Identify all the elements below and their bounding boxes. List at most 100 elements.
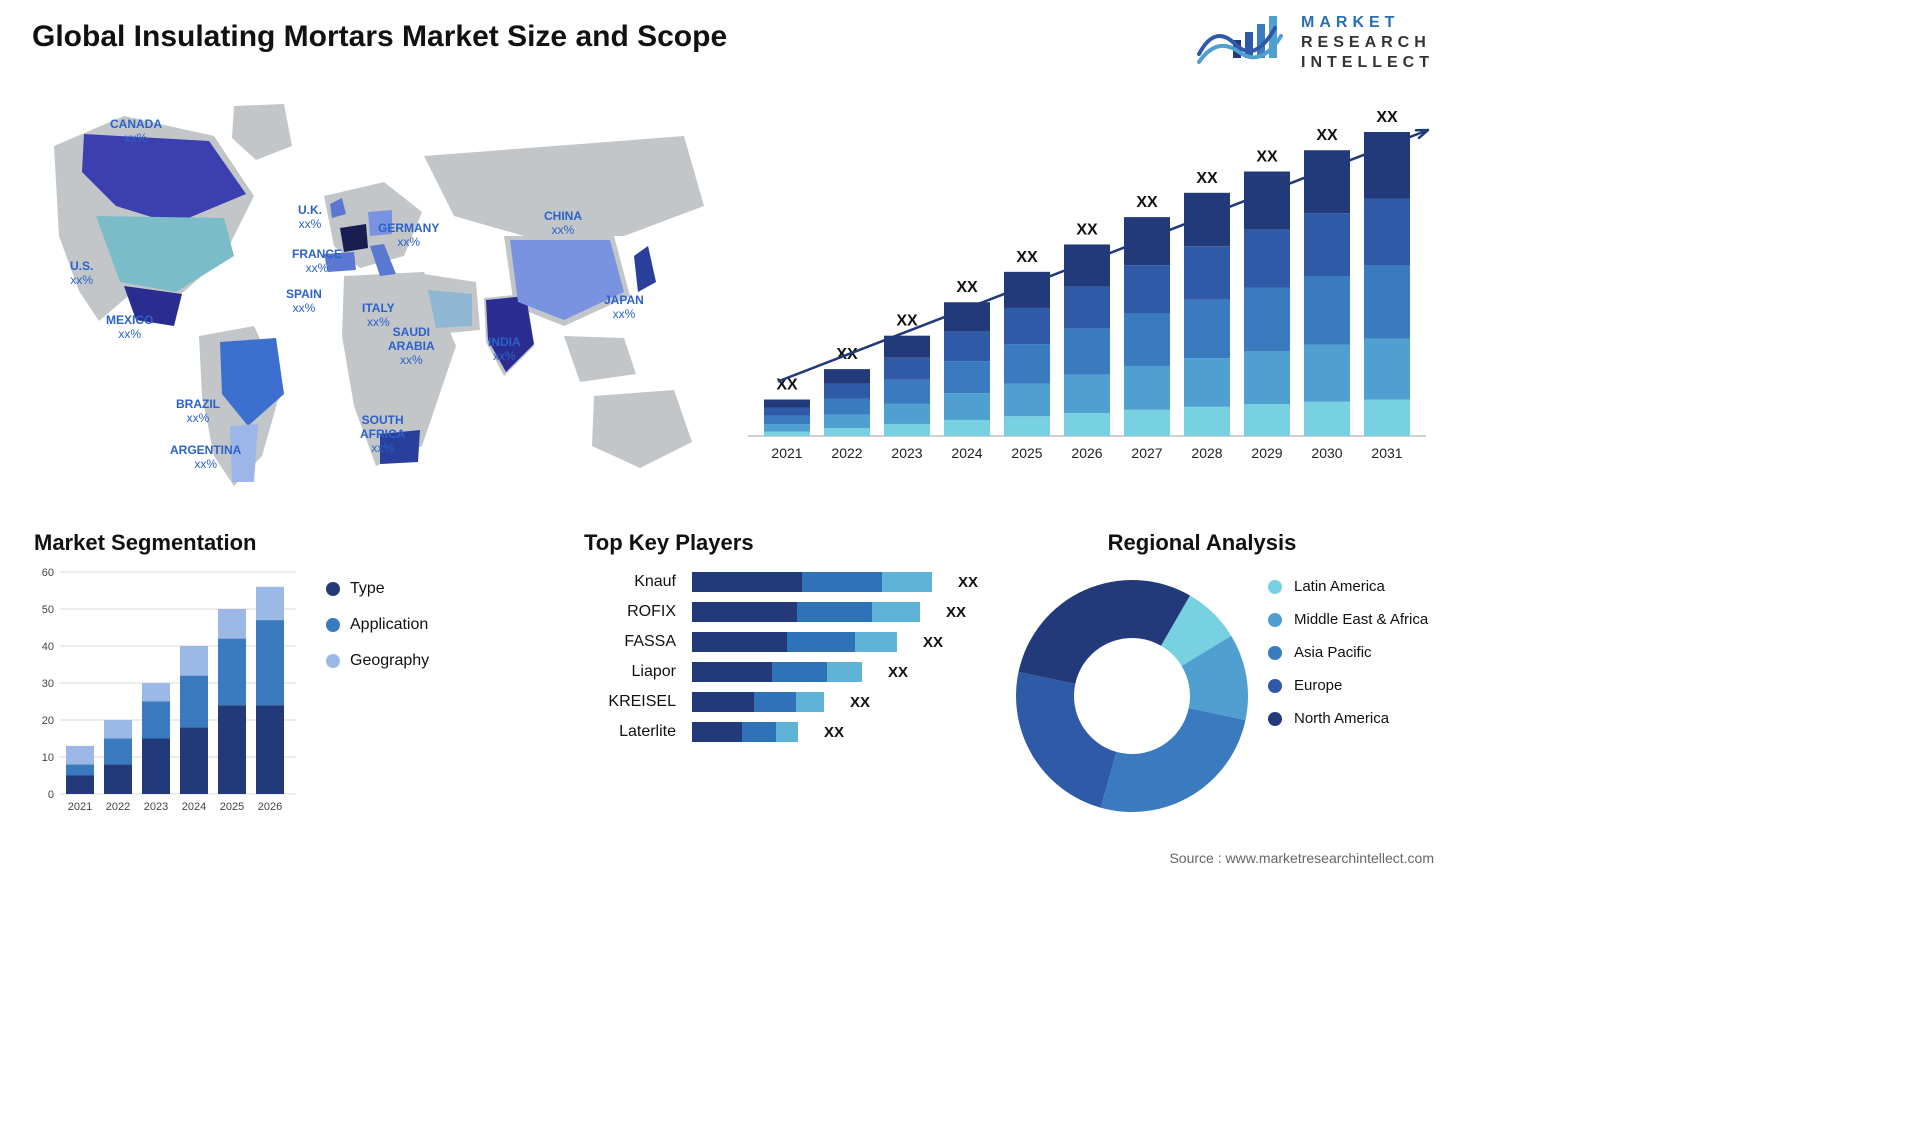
brand-logo: MARKET RESEARCH INTELLECT <box>1197 14 1434 72</box>
player-bar-segment <box>776 722 798 742</box>
map-label-mexico: MEXICOxx% <box>106 314 153 342</box>
player-bar <box>692 662 862 682</box>
svg-text:XX: XX <box>1076 221 1098 238</box>
player-label: ROFIX <box>584 603 676 621</box>
player-value: XX <box>958 574 978 591</box>
map-label-us: U.S.xx% <box>70 260 93 288</box>
map-label-uk: U.K.xx% <box>298 204 322 232</box>
player-row: LaterliteXX <box>584 722 994 742</box>
legend-label: Asia Pacific <box>1294 644 1372 661</box>
segmentation-chart: 0102030405060202120222023202420252026 Ty… <box>26 566 396 822</box>
player-bar-segment <box>692 602 797 622</box>
legend-label: Application <box>350 616 428 634</box>
player-value: XX <box>946 604 966 621</box>
player-row: KREISEL XX <box>584 692 994 712</box>
svg-text:30: 30 <box>42 678 54 690</box>
player-value: XX <box>888 664 908 681</box>
player-bar-segment <box>692 662 772 682</box>
svg-text:2024: 2024 <box>951 445 982 461</box>
seg-legend-item: Application <box>326 616 429 634</box>
player-bar-segment <box>692 632 787 652</box>
svg-text:50: 50 <box>42 604 54 616</box>
legend-label: Type <box>350 580 385 598</box>
player-bar-segment <box>872 602 920 622</box>
region-legend-item: Middle East & Africa <box>1268 611 1428 628</box>
svg-text:2023: 2023 <box>144 801 168 813</box>
svg-text:20: 20 <box>42 715 54 727</box>
player-value: XX <box>850 694 870 711</box>
map-label-china: CHINAxx% <box>544 210 582 238</box>
seg-legend-item: Type <box>326 580 429 598</box>
svg-text:2030: 2030 <box>1311 445 1342 461</box>
players-heading: Top Key Players <box>584 530 754 556</box>
regional-donut <box>1002 566 1262 826</box>
player-label: KREISEL <box>584 693 676 711</box>
player-label: Laterlite <box>584 723 676 741</box>
player-label: Liapor <box>584 663 676 681</box>
svg-text:2027: 2027 <box>1131 445 1162 461</box>
player-bar-segment <box>692 722 742 742</box>
legend-swatch-icon <box>1268 679 1282 693</box>
player-bar <box>692 602 920 622</box>
svg-text:2025: 2025 <box>1011 445 1042 461</box>
player-bar-segment <box>692 692 754 712</box>
svg-text:XX: XX <box>1316 127 1338 144</box>
legend-swatch-icon <box>1268 580 1282 594</box>
world-map: CANADAxx% U.S.xx% MEXICOxx% BRAZILxx% ARGENT… <box>24 86 728 504</box>
logo-text: MARKET RESEARCH INTELLECT <box>1301 14 1434 72</box>
svg-text:2026: 2026 <box>258 801 282 813</box>
player-row: FASSAXX <box>584 632 994 652</box>
svg-text:2025: 2025 <box>220 801 244 813</box>
player-label: FASSA <box>584 633 676 651</box>
map-label-canada: CANADAxx% <box>110 118 162 146</box>
logo-line-3: INTELLECT <box>1301 54 1434 72</box>
legend-label: Middle East & Africa <box>1294 611 1428 628</box>
player-row: Knauf XX <box>584 572 994 592</box>
legend-swatch-icon <box>1268 646 1282 660</box>
svg-text:XX: XX <box>1376 109 1398 126</box>
player-bar <box>692 572 932 592</box>
legend-label: Europe <box>1294 677 1342 694</box>
player-bar-segment <box>827 662 862 682</box>
map-label-japan: JAPANxx% <box>604 294 644 322</box>
player-bar-segment <box>692 572 802 592</box>
player-bar-segment <box>882 572 932 592</box>
map-label-brazil: BRAZILxx% <box>176 398 220 426</box>
player-bar-segment <box>754 692 796 712</box>
legend-swatch-icon <box>326 654 340 668</box>
legend-label: Geography <box>350 652 429 670</box>
legend-swatch-icon <box>326 618 340 632</box>
svg-text:2031: 2031 <box>1371 445 1402 461</box>
region-legend-item: Asia Pacific <box>1268 644 1428 661</box>
svg-text:XX: XX <box>896 313 918 330</box>
svg-text:10: 10 <box>42 752 54 764</box>
map-label-saudi: SAUDIARABIAxx% <box>388 326 435 367</box>
regional-legend: Latin America Middle East & Africa Asia Pa… <box>1268 578 1428 727</box>
svg-text:2021: 2021 <box>68 801 92 813</box>
player-bar-segment <box>787 632 855 652</box>
svg-text:60: 60 <box>42 567 54 579</box>
map-label-germany: GERMANYxx% <box>378 222 439 250</box>
player-bar-segment <box>742 722 776 742</box>
map-label-argentina: ARGENTINAxx% <box>170 444 241 472</box>
legend-swatch-icon <box>1268 613 1282 627</box>
svg-text:2022: 2022 <box>106 801 130 813</box>
svg-text:2023: 2023 <box>891 445 922 461</box>
page-root: Global Insulating Mortars Market Size an… <box>0 0 1466 876</box>
player-label: Knauf <box>584 573 676 591</box>
top-players-chart: Knauf XX ROFIX XX FASSAXX Liapor XX KREISEL XX La… <box>584 572 994 828</box>
map-label-spain: SPAINxx% <box>286 288 322 316</box>
player-row: Liapor XX <box>584 662 994 682</box>
svg-text:2022: 2022 <box>831 445 862 461</box>
player-bar-segment <box>796 692 824 712</box>
legend-label: North America <box>1294 710 1389 727</box>
logo-mark-icon <box>1197 14 1289 70</box>
region-legend-item: North America <box>1268 710 1428 727</box>
player-row: ROFIX XX <box>584 602 994 622</box>
player-bar-segment <box>772 662 827 682</box>
legend-label: Latin America <box>1294 578 1385 595</box>
svg-text:2026: 2026 <box>1071 445 1102 461</box>
segmentation-heading: Market Segmentation <box>34 530 257 556</box>
region-legend-item: Europe <box>1268 677 1428 694</box>
page-title: Global Insulating Mortars Market Size an… <box>32 20 727 54</box>
